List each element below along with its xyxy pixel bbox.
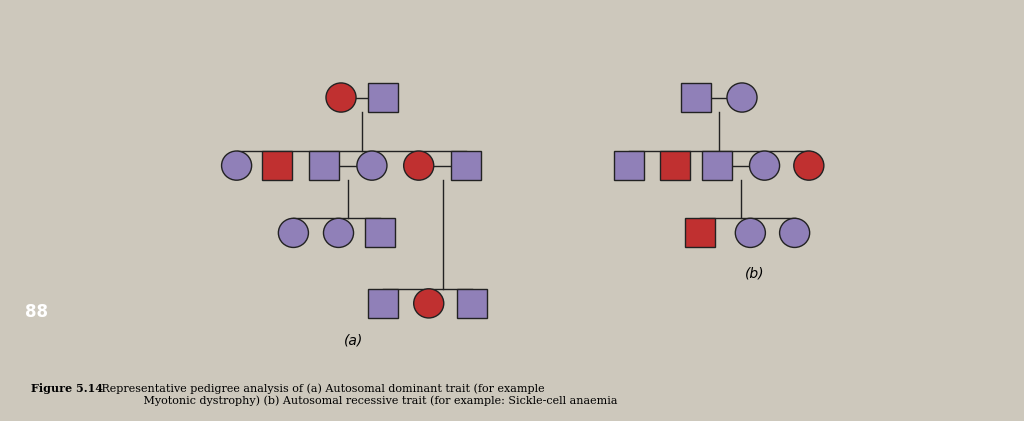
- Circle shape: [727, 83, 757, 112]
- Circle shape: [357, 151, 387, 180]
- Bar: [660, 151, 690, 180]
- Text: Representative pedigree analysis of (a) Autosomal dominant trait (for example
  : Representative pedigree analysis of (a) …: [98, 383, 617, 406]
- Circle shape: [779, 218, 810, 248]
- Bar: [457, 289, 487, 318]
- Bar: [368, 83, 397, 112]
- Bar: [368, 289, 397, 318]
- Circle shape: [324, 218, 353, 248]
- Bar: [452, 151, 481, 180]
- Bar: [685, 218, 715, 248]
- Circle shape: [414, 289, 443, 318]
- Circle shape: [403, 151, 434, 180]
- Text: Figure 5.14: Figure 5.14: [31, 383, 102, 394]
- Bar: [262, 151, 292, 180]
- Circle shape: [326, 83, 356, 112]
- Circle shape: [279, 218, 308, 248]
- Text: (a): (a): [344, 334, 364, 348]
- Circle shape: [221, 151, 252, 180]
- Bar: [681, 83, 711, 112]
- Text: 88: 88: [26, 303, 48, 320]
- Text: (b): (b): [744, 266, 764, 280]
- Bar: [614, 151, 644, 180]
- Bar: [701, 151, 732, 180]
- Circle shape: [735, 218, 765, 248]
- Bar: [366, 218, 395, 248]
- Circle shape: [750, 151, 779, 180]
- Circle shape: [794, 151, 824, 180]
- Bar: [309, 151, 339, 180]
